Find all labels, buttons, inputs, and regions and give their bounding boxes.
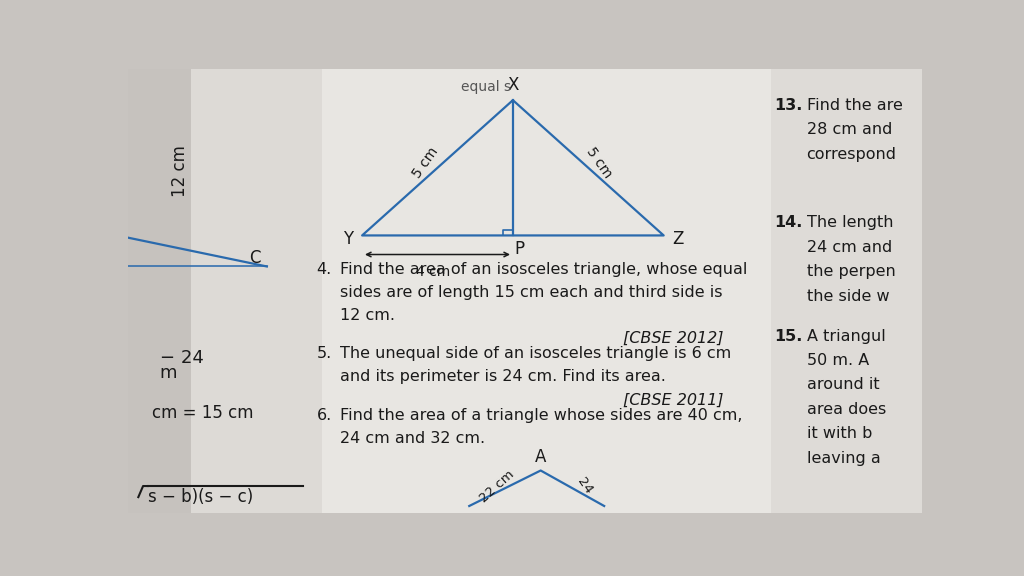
- Text: the side w: the side w: [807, 289, 889, 304]
- Text: 5.: 5.: [316, 346, 332, 361]
- Text: 5 cm: 5 cm: [583, 144, 614, 180]
- Text: 50 m. A: 50 m. A: [807, 353, 868, 368]
- Text: The unequal side of an isosceles triangle is 6 cm: The unequal side of an isosceles triangl…: [340, 346, 731, 361]
- Text: 12 cm.: 12 cm.: [340, 308, 395, 323]
- Text: m: m: [160, 364, 177, 382]
- Text: Y: Y: [343, 230, 353, 248]
- Text: Find the are: Find the are: [807, 98, 902, 113]
- Text: [CBSE 2012]: [CBSE 2012]: [623, 331, 723, 346]
- Text: equal s: equal s: [461, 80, 511, 94]
- Text: 12 cm: 12 cm: [171, 145, 188, 197]
- Text: area does: area does: [807, 402, 886, 417]
- Bar: [128, 69, 191, 513]
- Text: 24: 24: [574, 475, 595, 497]
- Text: A: A: [535, 448, 547, 466]
- Text: around it: around it: [807, 377, 880, 392]
- Text: 24 cm and: 24 cm and: [807, 240, 892, 255]
- Text: A triangul: A triangul: [807, 328, 886, 343]
- Text: 4 cm: 4 cm: [417, 265, 451, 279]
- Text: [CBSE 2011]: [CBSE 2011]: [623, 392, 723, 407]
- Text: 14.: 14.: [774, 215, 803, 230]
- Text: C: C: [249, 249, 261, 267]
- Bar: [323, 69, 771, 513]
- Text: 28 cm and: 28 cm and: [807, 122, 892, 137]
- Text: 4.: 4.: [316, 262, 332, 277]
- Text: 24 cm and 32 cm.: 24 cm and 32 cm.: [340, 431, 485, 446]
- Text: sides are of length 15 cm each and third side is: sides are of length 15 cm each and third…: [340, 285, 722, 300]
- Text: cm = 15 cm: cm = 15 cm: [152, 404, 253, 422]
- Text: Find the area of an isosceles triangle, whose equal: Find the area of an isosceles triangle, …: [340, 262, 748, 277]
- Text: − 24: − 24: [160, 348, 204, 366]
- Text: Find the area of a triangle whose sides are 40 cm,: Find the area of a triangle whose sides …: [340, 408, 742, 423]
- Bar: [771, 69, 922, 513]
- Text: P: P: [514, 240, 524, 257]
- Text: it with b: it with b: [807, 426, 871, 441]
- Text: 22 cm: 22 cm: [477, 467, 517, 505]
- Text: 15.: 15.: [774, 328, 803, 343]
- Text: X: X: [507, 75, 518, 94]
- Text: s − b)(s − c): s − b)(s − c): [147, 488, 253, 506]
- Bar: [128, 69, 323, 513]
- Text: and its perimeter is 24 cm. Find its area.: and its perimeter is 24 cm. Find its are…: [340, 369, 666, 384]
- Text: 5 cm: 5 cm: [410, 144, 441, 180]
- Text: leaving a: leaving a: [807, 450, 881, 465]
- Text: 13.: 13.: [774, 98, 803, 113]
- Text: the perpen: the perpen: [807, 264, 895, 279]
- Text: correspond: correspond: [807, 147, 897, 162]
- Text: 6.: 6.: [316, 408, 332, 423]
- Text: Z: Z: [673, 230, 684, 248]
- Text: The length: The length: [807, 215, 893, 230]
